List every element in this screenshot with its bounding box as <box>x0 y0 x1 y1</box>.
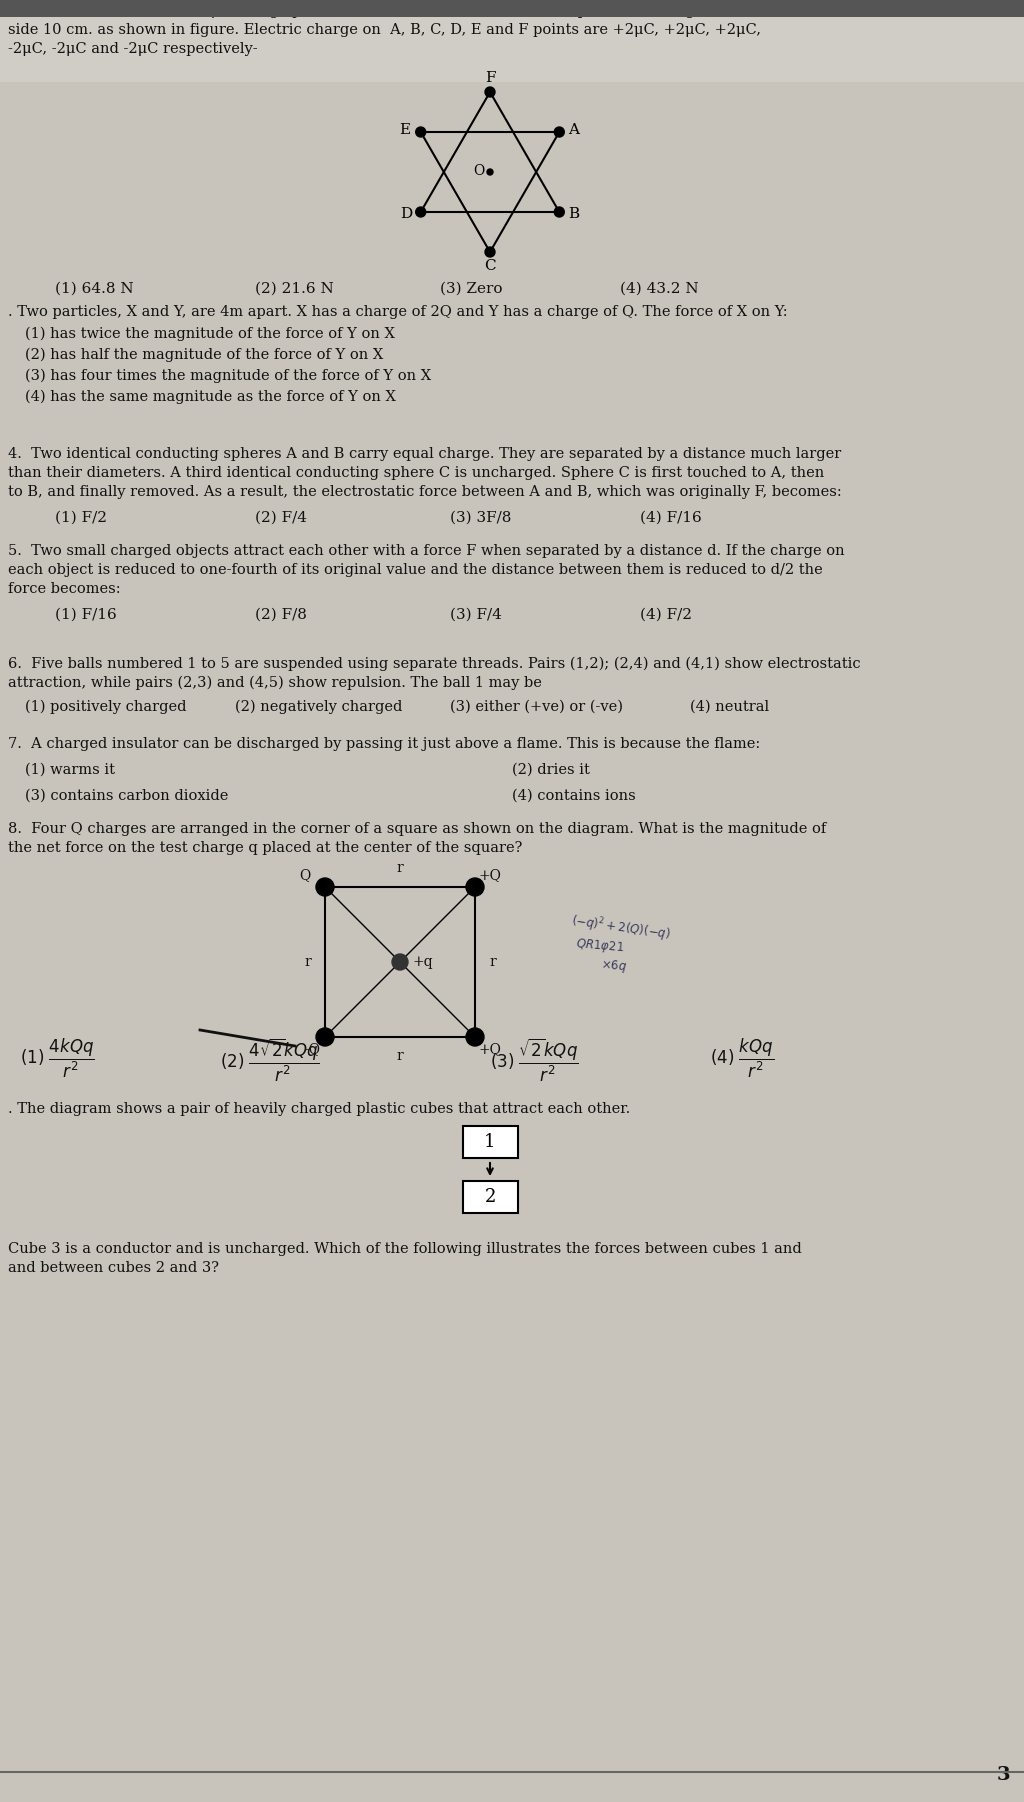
Text: than their diameters. A third identical conducting sphere C is uncharged. Sphere: than their diameters. A third identical … <box>8 467 824 479</box>
Circle shape <box>392 953 408 969</box>
Text: C: C <box>484 259 496 272</box>
Text: attraction, while pairs (2,3) and (4,5) show repulsion. The ball 1 may be: attraction, while pairs (2,3) and (4,5) … <box>8 676 542 690</box>
Bar <box>0 0 1024 83</box>
Text: each object is reduced to one-fourth of its original value and the distance betw: each object is reduced to one-fourth of … <box>8 562 822 577</box>
Text: (3) F/4: (3) F/4 <box>450 607 502 622</box>
Text: (3) either (+ve) or (-ve): (3) either (+ve) or (-ve) <box>450 699 623 714</box>
Text: Q: Q <box>299 869 310 881</box>
Text: $(1)\ \dfrac{4kQq}{r^2}$: $(1)\ \dfrac{4kQq}{r^2}$ <box>20 1036 95 1081</box>
Circle shape <box>487 169 493 175</box>
Text: 1: 1 <box>484 1133 496 1151</box>
Text: A: A <box>567 123 579 137</box>
FancyBboxPatch shape <box>463 1126 518 1159</box>
Text: 6.  Five balls numbered 1 to 5 are suspended using separate threads. Pairs (1,2): 6. Five balls numbered 1 to 5 are suspen… <box>8 658 860 672</box>
Text: . The diagram shows a pair of heavily charged plastic cubes that attract each ot: . The diagram shows a pair of heavily ch… <box>8 1103 630 1115</box>
Circle shape <box>316 1027 334 1045</box>
Text: (4) F/16: (4) F/16 <box>640 512 701 524</box>
Circle shape <box>416 126 426 137</box>
Circle shape <box>485 86 495 97</box>
Text: $(3)\ \dfrac{\sqrt{2}kQq}{r^2}$: $(3)\ \dfrac{\sqrt{2}kQq}{r^2}$ <box>490 1036 579 1085</box>
Text: (1) F/2: (1) F/2 <box>55 512 106 524</box>
Text: O: O <box>473 164 484 178</box>
Text: $(4)\ \dfrac{kQq}{r^2}$: $(4)\ \dfrac{kQq}{r^2}$ <box>710 1036 774 1081</box>
Text: Find the electric force on 2μC charge placed at the common centre of two equilat: Find the electric force on 2μC charge pl… <box>8 4 767 18</box>
Text: 4.  Two identical conducting spheres A and B carry equal charge. They are separa: 4. Two identical conducting spheres A an… <box>8 447 842 461</box>
Text: (2) F/4: (2) F/4 <box>255 512 307 524</box>
Text: 8.  Four Q charges are arranged in the corner of a square as shown on the diagra: 8. Four Q charges are arranged in the co… <box>8 822 826 836</box>
Text: $\times 6q$: $\times 6q$ <box>600 957 628 975</box>
Text: E: E <box>399 123 411 137</box>
Text: (2) negatively charged: (2) negatively charged <box>234 699 402 714</box>
Text: (2) has half the magnitude of the force of Y on X: (2) has half the magnitude of the force … <box>25 348 383 362</box>
Text: (1) positively charged: (1) positively charged <box>25 699 186 714</box>
Text: (3) 3F/8: (3) 3F/8 <box>450 512 511 524</box>
Bar <box>0 0 1024 16</box>
Circle shape <box>416 207 426 216</box>
Text: $(2)\ \dfrac{4\sqrt{2}kQq}{r^2}$: $(2)\ \dfrac{4\sqrt{2}kQq}{r^2}$ <box>220 1036 319 1085</box>
Text: and between cubes 2 and 3?: and between cubes 2 and 3? <box>8 1261 219 1276</box>
Text: . Two particles, X and Y, are 4m apart. X has a charge of 2Q and Y has a charge : . Two particles, X and Y, are 4m apart. … <box>8 305 787 319</box>
Text: (2) 21.6 N: (2) 21.6 N <box>255 281 334 296</box>
Circle shape <box>316 878 334 896</box>
Circle shape <box>466 878 484 896</box>
Text: (3) contains carbon dioxide: (3) contains carbon dioxide <box>25 789 228 804</box>
Text: (2) dries it: (2) dries it <box>512 762 590 777</box>
Text: (1) warms it: (1) warms it <box>25 762 115 777</box>
Text: force becomes:: force becomes: <box>8 582 121 596</box>
Text: 5.  Two small charged objects attract each other with a force F when separated b: 5. Two small charged objects attract eac… <box>8 544 845 559</box>
Text: (4) contains ions: (4) contains ions <box>512 789 636 804</box>
Text: +Q: +Q <box>479 869 502 881</box>
Text: -2μC, -2μC and -2μC respectively-: -2μC, -2μC and -2μC respectively- <box>8 41 258 56</box>
Circle shape <box>554 126 564 137</box>
Text: (3) has four times the magnitude of the force of Y on X: (3) has four times the magnitude of the … <box>25 369 431 384</box>
Text: (4) has the same magnitude as the force of Y on X: (4) has the same magnitude as the force … <box>25 389 396 404</box>
Text: +Q: +Q <box>479 1042 502 1056</box>
Text: $(-q)^2+2(Q)(-q)$: $(-q)^2+2(Q)(-q)$ <box>570 912 672 946</box>
Text: (4) F/2: (4) F/2 <box>640 607 692 622</box>
Text: (1) F/16: (1) F/16 <box>55 607 117 622</box>
Text: side 10 cm. as shown in figure. Electric charge on  A, B, C, D, E and F points a: side 10 cm. as shown in figure. Electric… <box>8 23 761 38</box>
Text: (4) 43.2 N: (4) 43.2 N <box>620 281 698 296</box>
Text: (3) Zero: (3) Zero <box>440 281 503 296</box>
Text: F: F <box>484 70 496 85</box>
Circle shape <box>485 247 495 258</box>
Text: Cube 3 is a conductor and is uncharged. Which of the following illustrates the f: Cube 3 is a conductor and is uncharged. … <box>8 1242 802 1256</box>
Circle shape <box>554 207 564 216</box>
Text: D: D <box>400 207 413 222</box>
Text: (1) has twice the magnitude of the force of Y on X: (1) has twice the magnitude of the force… <box>25 326 395 341</box>
FancyBboxPatch shape <box>463 1180 518 1213</box>
Text: 2: 2 <box>484 1188 496 1206</box>
Text: B: B <box>567 207 579 222</box>
Text: (1) 64.8 N: (1) 64.8 N <box>55 281 133 296</box>
Text: r: r <box>396 861 403 876</box>
Text: (2) F/8: (2) F/8 <box>255 607 307 622</box>
Text: 7.  A charged insulator can be discharged by passing it just above a flame. This: 7. A charged insulator can be discharged… <box>8 737 760 751</box>
Text: -Q: -Q <box>304 1042 319 1056</box>
Text: r: r <box>304 955 311 969</box>
Text: r: r <box>489 955 496 969</box>
Text: $QR1\varphi 21$: $QR1\varphi 21$ <box>575 935 625 957</box>
Text: (4) neutral: (4) neutral <box>690 699 769 714</box>
Circle shape <box>466 1027 484 1045</box>
Text: +q: +q <box>413 955 433 969</box>
Text: r: r <box>396 1049 403 1063</box>
Text: 3: 3 <box>996 1766 1010 1784</box>
Text: the net force on the test charge q placed at the center of the square?: the net force on the test charge q place… <box>8 842 522 854</box>
Text: to B, and finally removed. As a result, the electrostatic force between A and B,: to B, and finally removed. As a result, … <box>8 485 842 499</box>
